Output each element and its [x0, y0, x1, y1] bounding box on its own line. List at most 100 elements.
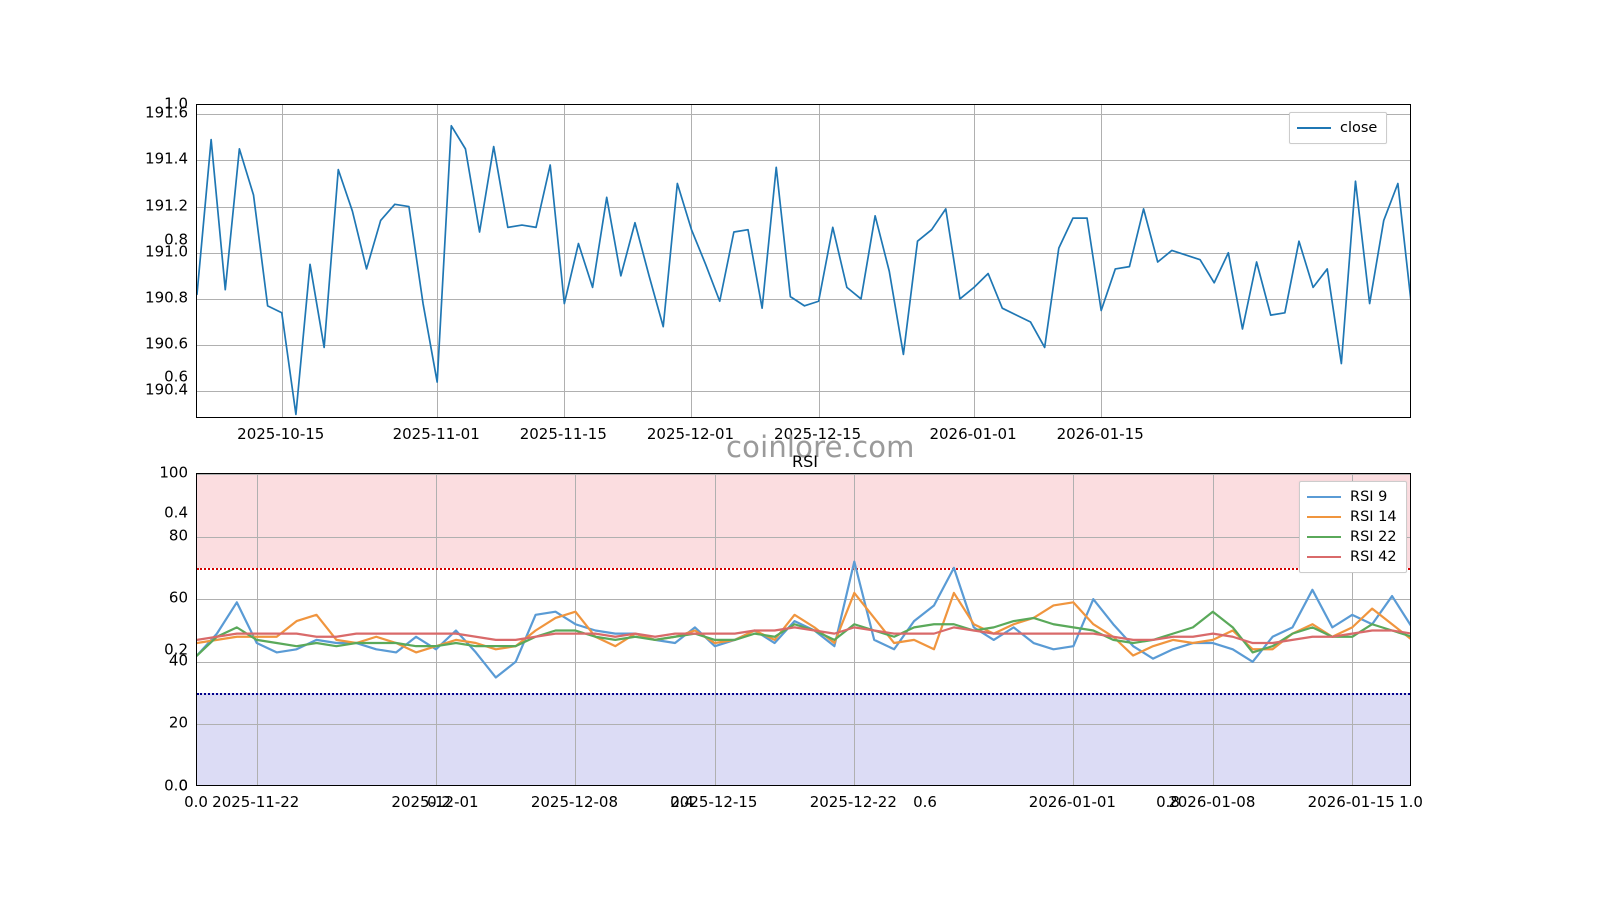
rsi-threshold-line — [197, 693, 1410, 696]
axis-x-tick-label: 2025-11-22 — [212, 793, 300, 811]
price-chart-legend: close — [1289, 112, 1388, 144]
rsi-shaded-band — [197, 474, 1410, 568]
axis-x-tick-label: 2025-11-01 — [392, 425, 480, 443]
axis-y-tick-label: 191.0 — [145, 242, 188, 261]
axis-y-tick-label: 20 — [168, 713, 188, 732]
outer-y-tick-label: 1.0 — [164, 94, 188, 113]
rsi-legend-item[interactable]: RSI 42 — [1307, 547, 1397, 567]
outer-x-tick-label: 0.2 — [427, 793, 451, 811]
axis-x-tick-label: 2025-12-01 — [646, 425, 735, 443]
gridline-horizontal — [197, 114, 1410, 116]
outer-y-tick-label: 0.6 — [164, 367, 188, 386]
legend-color-swatch — [1297, 127, 1331, 129]
gridline-vertical — [854, 474, 856, 785]
rsi-chart-plot-area — [197, 474, 1410, 785]
axis-x-tick-label: 2025-12-22 — [809, 793, 897, 811]
series-line — [197, 560, 1410, 679]
gridline-vertical — [436, 474, 438, 785]
gridline-vertical — [1212, 474, 1214, 785]
gridline-horizontal — [197, 536, 1410, 538]
axis-x-tick-label: 2025-11-15 — [519, 425, 607, 443]
axis-x-tick-label: 2026-01-01 — [929, 425, 1017, 443]
gridline-horizontal — [197, 345, 1410, 347]
gridline-horizontal — [197, 724, 1410, 726]
axis-y-tick-label: 190.4 — [145, 380, 188, 399]
rsi-legend-item[interactable]: RSI 22 — [1307, 527, 1397, 547]
legend-color-swatch — [1307, 496, 1341, 498]
series-line — [197, 626, 1410, 645]
axis-x-tick-label: 2026-01-01 — [1028, 793, 1116, 811]
rsi-shaded-band — [197, 693, 1410, 785]
axis-x-tick-label: 2026-01-08 — [1168, 793, 1256, 811]
axis-x-tick-label: 2025-10-15 — [237, 425, 325, 443]
axis-x-tick-label: 2026-01-15 — [1056, 425, 1144, 443]
legend-color-swatch — [1307, 556, 1341, 558]
legend-item-label: RSI 22 — [1350, 529, 1397, 545]
outer-y-tick-label: 0.0 — [164, 776, 188, 795]
watermark-text: coinlore.com — [726, 430, 915, 464]
gridline-horizontal — [197, 252, 1410, 254]
gridline-vertical — [1352, 474, 1354, 785]
gridline-horizontal — [197, 661, 1410, 663]
gridline-horizontal — [197, 391, 1410, 393]
legend-item-label: RSI 42 — [1350, 549, 1397, 565]
series-line — [197, 124, 1410, 416]
axis-y-tick-label: 191.2 — [145, 196, 188, 215]
gridline-vertical — [575, 474, 577, 785]
legend-item-label: close — [1340, 120, 1378, 136]
axis-y-tick-label: 100 — [159, 463, 188, 482]
axis-y-tick-label: 0 — [178, 776, 188, 795]
gridline-vertical — [714, 474, 716, 785]
gridline-vertical — [437, 105, 439, 417]
axis-y-tick-label: 40 — [168, 651, 188, 670]
price-chart-panel — [196, 104, 1411, 418]
axis-y-tick-label: 191.6 — [145, 103, 188, 122]
gridline-horizontal — [197, 599, 1410, 601]
outer-y-tick-label: 0.8 — [164, 230, 188, 249]
rsi-series-svg — [197, 560, 1410, 679]
axis-y-tick-label: 60 — [168, 588, 188, 607]
axis-x-tick-label: 2025-12-15 — [774, 425, 862, 443]
gridline-horizontal — [197, 474, 1410, 475]
legend-item-label: RSI 9 — [1350, 489, 1388, 505]
axis-y-tick-label: 191.4 — [145, 149, 188, 168]
legend-color-swatch — [1307, 536, 1341, 538]
gridline-horizontal — [197, 206, 1410, 208]
gridline-vertical — [1073, 474, 1075, 785]
outer-y-tick-label: 0.2 — [164, 640, 188, 659]
outer-x-tick-label: 0.0 — [184, 793, 208, 811]
rsi-chart-panel — [196, 473, 1411, 786]
outer-x-tick-label: 0.4 — [670, 793, 694, 811]
rsi-legend-item[interactable]: RSI 9 — [1307, 487, 1397, 507]
gridline-vertical — [691, 105, 693, 417]
axis-y-tick-label: 80 — [168, 526, 188, 545]
axis-x-tick-label: 2025-12-08 — [530, 793, 619, 811]
rsi-legend-item[interactable]: RSI 14 — [1307, 507, 1397, 527]
legend-item-label: RSI 14 — [1350, 509, 1397, 525]
axis-y-tick-label: 190.6 — [145, 334, 188, 353]
axis-x-tick-label: 2026-01-15 — [1307, 793, 1395, 811]
rsi-threshold-line — [197, 567, 1410, 570]
outer-x-tick-label: 0.8 — [1156, 793, 1180, 811]
gridline-horizontal — [197, 298, 1410, 300]
rsi-chart-legend: RSI 9 RSI 14 RSI 22 RSI 42 — [1299, 481, 1407, 573]
gridline-vertical — [818, 105, 820, 417]
legend-color-swatch — [1307, 516, 1341, 518]
gridline-vertical — [281, 105, 283, 417]
axis-x-tick-label: 2025-12-01 — [391, 793, 479, 811]
rsi-chart-title: RSI — [792, 452, 818, 471]
gridline-vertical — [564, 105, 566, 417]
gridline-vertical — [1101, 105, 1103, 417]
gridline-horizontal — [197, 160, 1410, 162]
outer-x-tick-label: 1.0 — [1399, 793, 1423, 811]
axis-y-tick-label: 190.8 — [145, 288, 188, 307]
outer-x-tick-label: 0.6 — [913, 793, 937, 811]
price-chart-plot-area — [197, 105, 1410, 417]
price-legend-item[interactable]: close — [1297, 118, 1377, 138]
series-line — [197, 610, 1410, 657]
axis-x-tick-label: 2025-12-15 — [670, 793, 758, 811]
outer-y-tick-label: 0.4 — [164, 503, 188, 522]
gridline-vertical — [256, 474, 258, 785]
gridline-vertical — [974, 105, 976, 417]
